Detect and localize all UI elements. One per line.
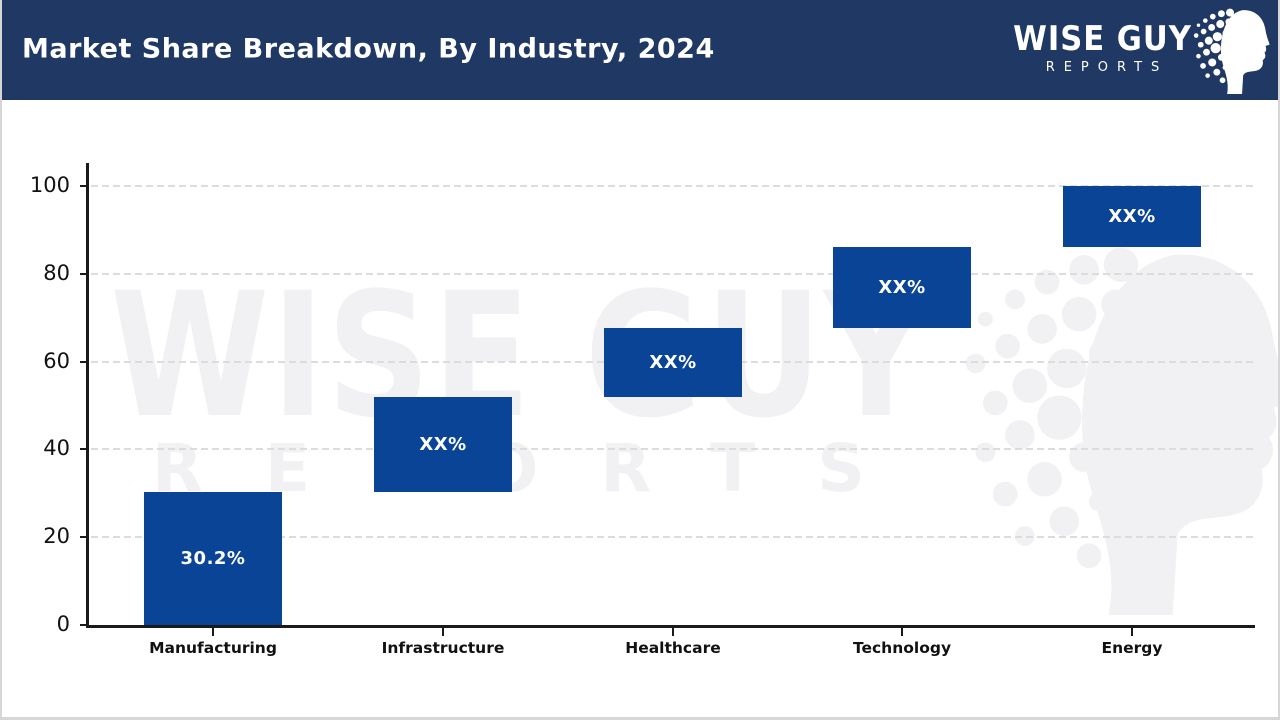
y-axis-tick-label: 100	[29, 173, 70, 197]
logo-subtext: REPORTS	[1045, 60, 1169, 75]
y-tickmark-80	[80, 272, 88, 275]
y-axis-tick-label: 20	[43, 524, 70, 549]
brand-logo: WISE GUY REPORTS	[1010, 6, 1272, 96]
y-axis-tick-label: 80	[43, 260, 70, 285]
x-tickmark-energy	[1131, 628, 1133, 636]
bar-infrastructure: XX%	[374, 397, 512, 493]
x-axis-line	[86, 625, 1255, 628]
logo-face-icon	[1193, 8, 1270, 94]
y-tickmark-40	[80, 448, 88, 451]
y-tickmark-20	[80, 536, 88, 539]
x-axis-label-energy: Energy	[1101, 639, 1163, 657]
page-title: Market Share Breakdown, By Industry, 202…	[22, 33, 715, 65]
waterfall-chart: WISE GUY REPORTS 0 20 40 60 80 100 30.2% Manufa…	[2, 100, 1278, 717]
bar-value-label: XX%	[1108, 205, 1156, 227]
y-axis-tick-label: 40	[43, 436, 70, 461]
bar-energy: XX%	[1063, 186, 1201, 247]
plot-area: 0 20 40 60 80 100 30.2% Manufacturing XX% Infrast…	[2, 100, 1278, 717]
y-axis-tick-label: 60	[43, 348, 70, 373]
bar-healthcare: XX%	[604, 327, 742, 398]
header-bar: Market Share Breakdown, By Industry, 202…	[2, 0, 1278, 100]
gridline-100	[91, 185, 1255, 187]
y-tickmark-0	[80, 624, 88, 626]
x-axis-label-technology: Technology	[852, 639, 952, 657]
x-tickmark-healthcare	[672, 628, 674, 636]
bar-value-label: XX%	[419, 434, 467, 456]
x-tickmark-technology	[901, 628, 903, 636]
x-axis-label-manufacturing: Manufacturing	[149, 639, 277, 657]
bar-value-label: XX%	[878, 276, 926, 298]
gridline-40	[91, 448, 1255, 451]
logo-wordmark: WISE GUY	[1013, 19, 1192, 59]
y-axis-line	[86, 163, 89, 628]
y-tickmark-100	[80, 185, 88, 187]
y-axis-tick-label: 0	[56, 612, 70, 636]
gridline-80	[91, 272, 1255, 275]
x-axis-label-infrastructure: Infrastructure	[381, 639, 505, 657]
bar-value-label: XX%	[649, 351, 697, 373]
bar-manufacturing: 30.2%	[144, 492, 282, 625]
x-axis-label-healthcare: Healthcare	[625, 639, 721, 657]
gridline-20	[91, 536, 1255, 539]
y-tickmark-60	[80, 360, 88, 363]
x-tickmark-manufacturing	[212, 628, 214, 636]
bar-value-label: 30.2%	[180, 548, 246, 570]
bar-technology: XX%	[833, 246, 971, 328]
x-tickmark-infrastructure	[442, 628, 444, 636]
